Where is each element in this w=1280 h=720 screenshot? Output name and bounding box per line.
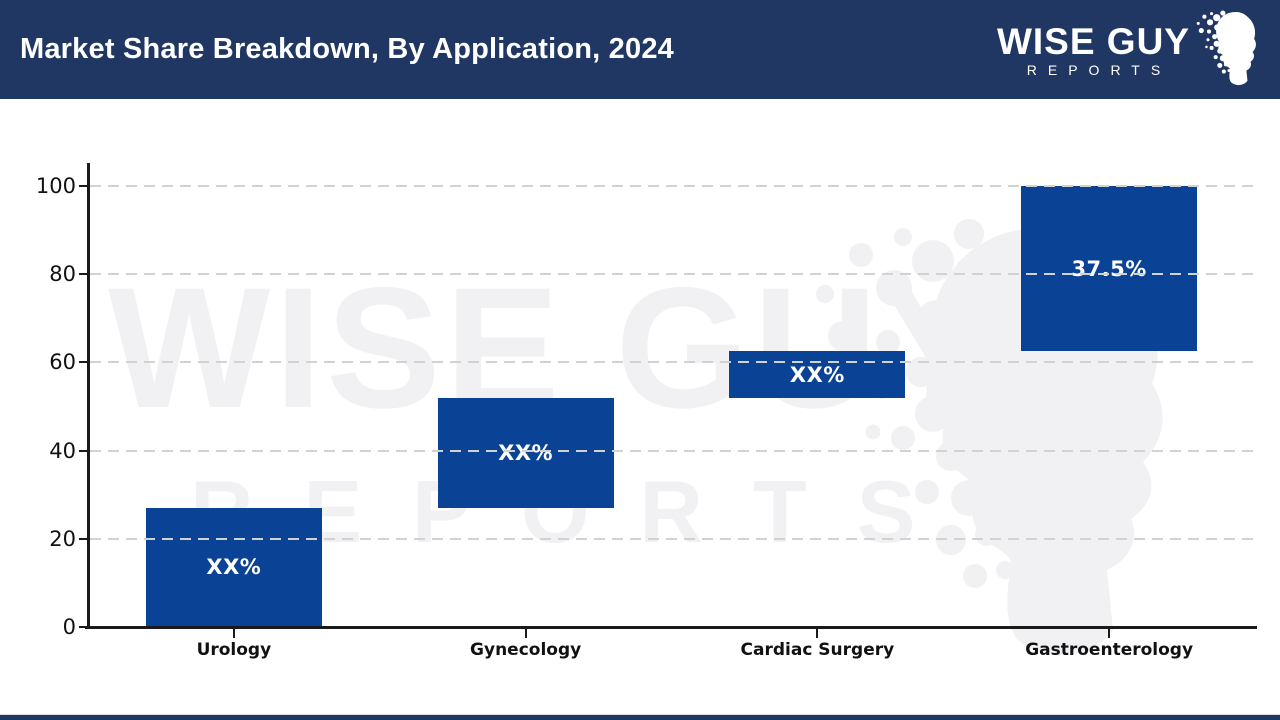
- brand-subname: REPORTS: [1026, 61, 1172, 78]
- brand-logo-text: WISE GUY REPORTS: [997, 23, 1190, 77]
- bar-value-label: 37.5%: [1071, 256, 1147, 281]
- x-tick: [232, 629, 235, 638]
- x-tick: [816, 629, 819, 638]
- y-tick-label: 60: [49, 350, 76, 375]
- gridline: [90, 537, 1255, 540]
- y-tick: [79, 273, 88, 276]
- bar-value-label: XX%: [498, 440, 554, 465]
- footer-hairline: [0, 714, 1280, 715]
- bar-value-label: XX%: [789, 362, 845, 387]
- y-tick-label: 0: [62, 615, 76, 639]
- y-tick-label: 20: [49, 526, 76, 551]
- y-tick-label: 100: [35, 174, 76, 198]
- brand-name: WISE GUY: [996, 20, 1190, 62]
- bar-cardiac-surgery: XX%: [729, 351, 906, 398]
- bar-urology: XX%: [145, 507, 322, 627]
- brand-logo: WISE GUY REPORTS: [997, 9, 1266, 91]
- x-label-gastroenterology: Gastroenterology: [1025, 640, 1194, 660]
- gridline: [90, 185, 1255, 187]
- y-tick-label: 80: [49, 262, 76, 287]
- page-title: Market Share Breakdown, By Application, …: [20, 33, 674, 65]
- bar-gynecology: XX%: [437, 397, 614, 508]
- y-tick: [79, 449, 88, 452]
- y-tick-label: 40: [49, 438, 76, 463]
- dotted-head-icon: [1196, 10, 1256, 85]
- x-tick: [1108, 629, 1111, 638]
- x-label-urology: Urology: [196, 640, 272, 660]
- gridline: [90, 273, 1255, 276]
- x-label-cardiac-surgery: Cardiac Surgery: [740, 640, 895, 660]
- x-axis: [85, 626, 1257, 629]
- y-tick: [79, 537, 88, 540]
- gridline: [90, 449, 1255, 452]
- y-tick: [79, 361, 88, 364]
- y-axis: [87, 163, 90, 629]
- footer-bar: [0, 715, 1280, 720]
- x-label-gynecology: Gynecology: [470, 640, 582, 660]
- bar-value-label: XX%: [206, 555, 262, 580]
- gridline: [90, 361, 1255, 364]
- y-tick: [79, 626, 88, 628]
- y-tick: [79, 185, 88, 187]
- x-tick: [524, 629, 527, 638]
- bar-gastroenterology: 37.5%: [1021, 186, 1198, 352]
- header: Market Share Breakdown, By Application, …: [0, 0, 1280, 99]
